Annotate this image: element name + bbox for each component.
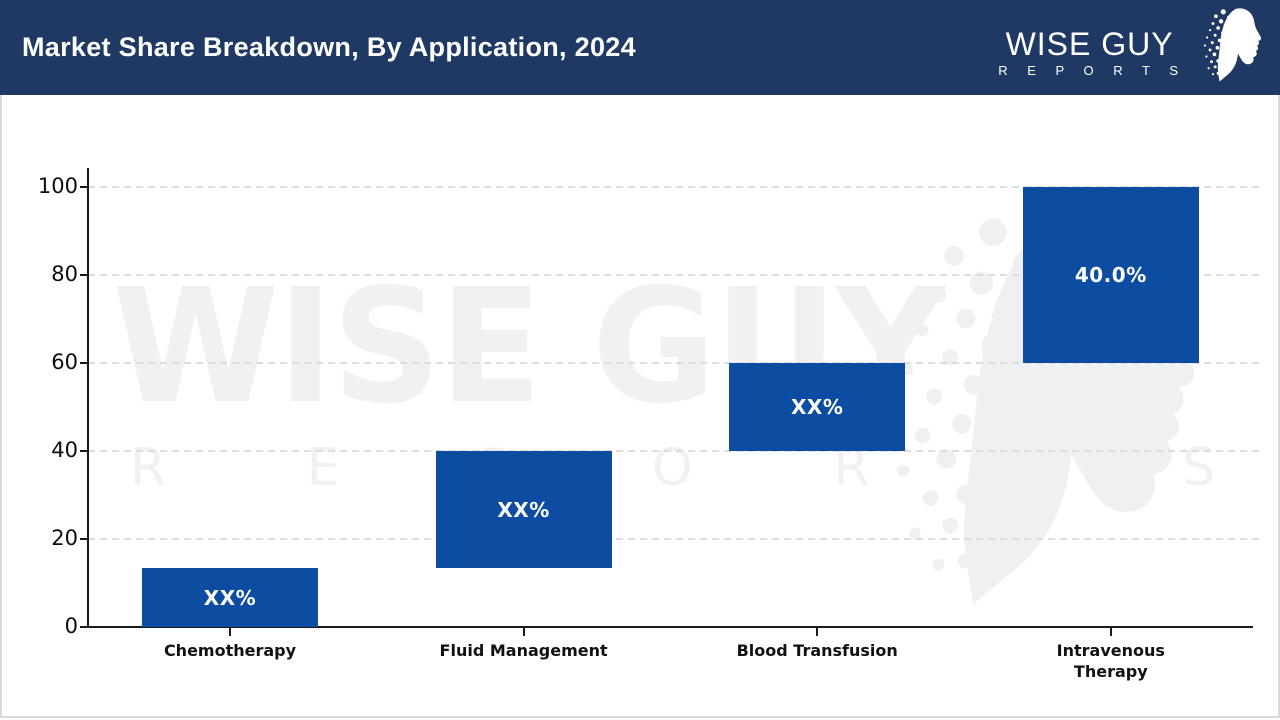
x-category-label: Chemotherapy [110,641,350,662]
gridline-100 [88,186,1262,188]
x-tick-2 [816,628,819,636]
x-category-label: Blood Transfusion [697,641,937,662]
gridline-40 [88,450,1262,452]
x-tick-3 [1109,628,1112,636]
x-category-label-line: Blood Transfusion [736,641,898,660]
y-tick-100 [80,186,88,188]
bar-value-label: 40.0% [1074,263,1147,287]
x-axis-line [86,626,1253,628]
y-axis-line [87,168,89,628]
wiseguy-logo-text: WISE GUY R E P O R T S [993,28,1186,78]
wiseguy-logo-reports-text: R E P O R T S [998,63,1186,78]
bar-value-label: XX% [203,585,257,610]
y-tick-label-60: 60 [51,350,78,374]
y-tick-label-40: 40 [51,438,78,462]
header-band: Market Share Breakdown, By Application, … [0,0,1280,95]
x-category-label: Intravenous Therapy [991,641,1231,683]
y-tick-20 [80,538,88,540]
bar-segment-3: 40.0% [1022,187,1199,363]
x-tick-1 [522,628,525,636]
y-tick-label-80: 80 [51,262,78,286]
x-category-label-line: Intravenous [1056,641,1165,660]
bar-segment-2: XX% [729,363,906,451]
x-category-label: Fluid Management [404,641,644,662]
y-tick-80 [80,274,88,276]
x-category-label-line: Chemotherapy [163,641,297,660]
wiseguy-face-logo-icon [1203,8,1262,82]
bar-segment-1: XX% [435,451,612,569]
x-category-label-line: Therapy [1073,661,1148,681]
bar-value-label: XX% [497,497,550,522]
bar-value-label: XX% [790,395,844,419]
y-tick-label-20: 20 [51,526,78,550]
y-tick-60 [80,362,88,364]
y-tick-40 [80,450,88,452]
page-title: Market Share Breakdown, By Application, … [22,32,636,62]
y-tick-label-100: 100 [37,174,78,198]
y-tick-0 [80,626,88,628]
wiseguy-logo-wordmark: WISE GUY [1005,26,1174,62]
x-tick-0 [229,628,231,636]
bar-segment-0: XX% [142,568,318,627]
gridline-60 [88,362,1262,364]
x-category-label-line: Fluid Management [439,641,608,660]
gridline-80 [88,274,1262,276]
gridline-20 [88,538,1262,540]
wiseguy-logo: WISE GUY R E P O R T S [993,6,1268,88]
y-tick-label-0: 0 [64,614,78,638]
